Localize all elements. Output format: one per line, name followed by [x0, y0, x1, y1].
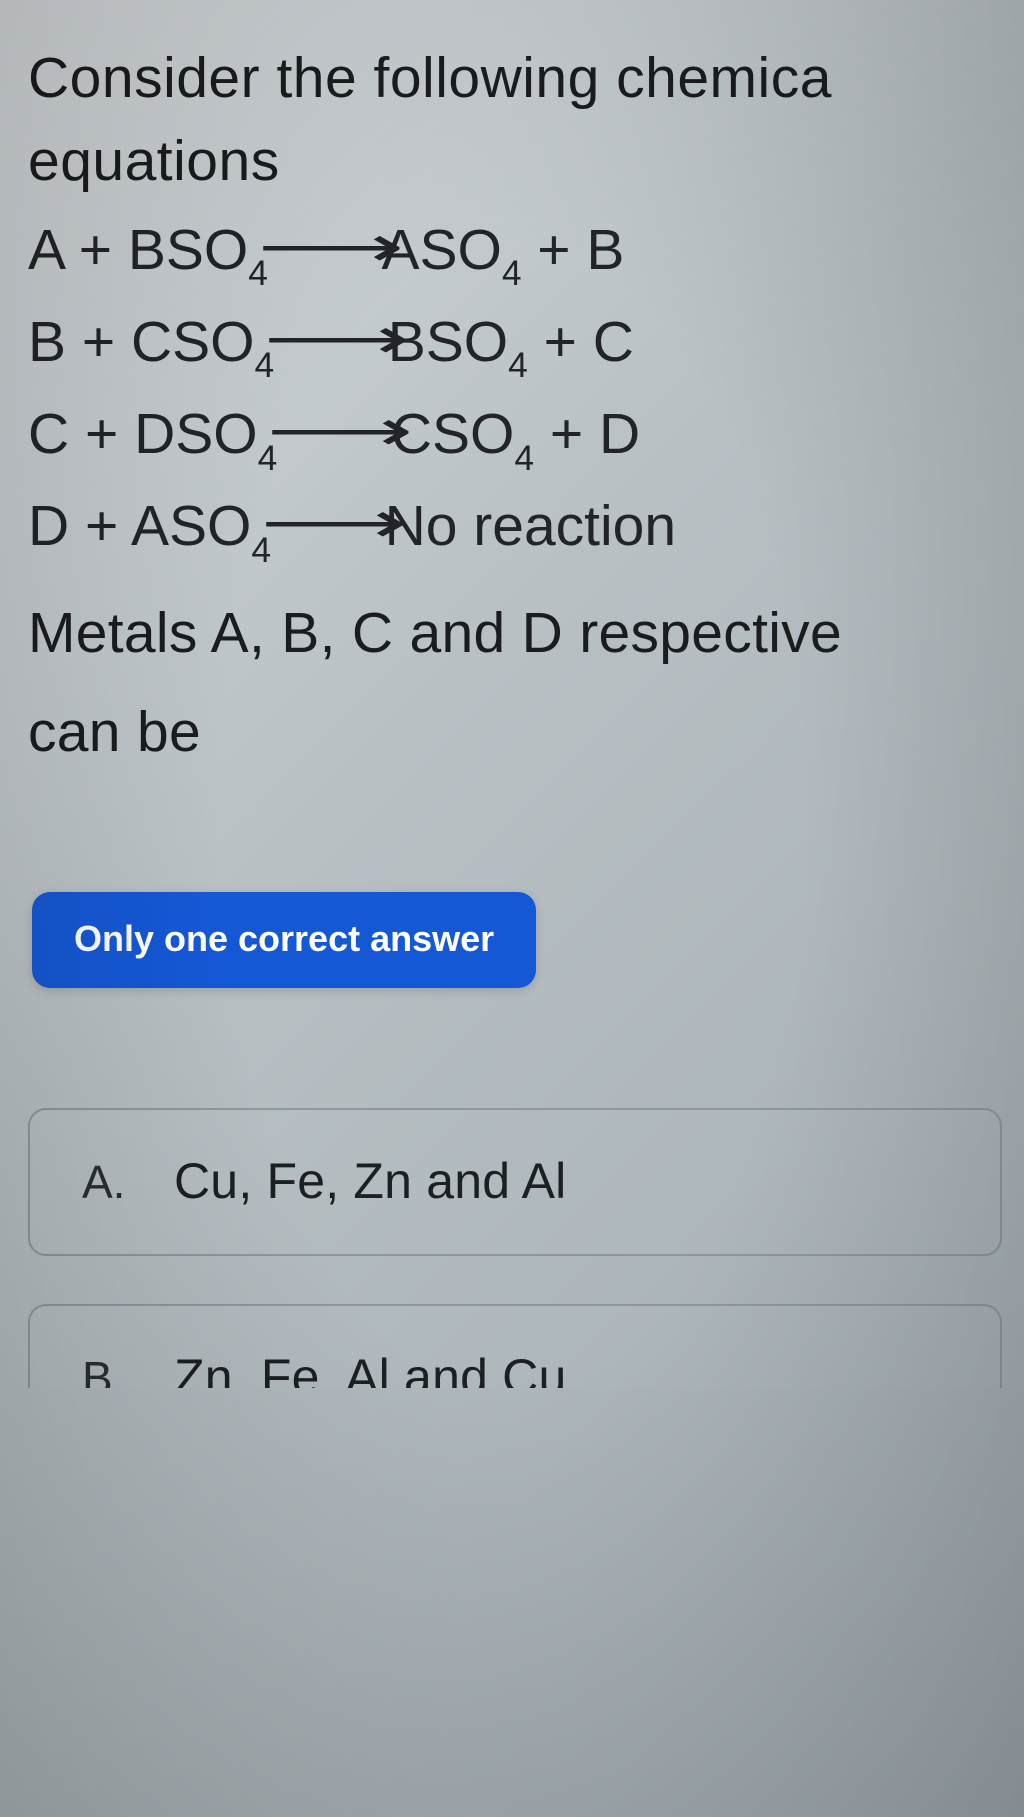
- reaction-arrow-icon: ⟶: [263, 295, 410, 383]
- reaction-arrow-icon: ⟶: [266, 387, 413, 475]
- reaction-arrow-icon: ⟶: [257, 203, 404, 291]
- option-letter: A.: [82, 1155, 130, 1209]
- options-list: A. Cu, Fe, Zn and Al B. Zn, Fe, Al and C…: [28, 1108, 1024, 1388]
- eq4-rhs: No reaction: [385, 494, 677, 558]
- subscript: 4: [502, 254, 522, 293]
- option-letter: B.: [82, 1351, 130, 1388]
- eq1-lhs: A + BSO: [28, 218, 248, 282]
- option-text: Cu, Fe, Zn and Al: [174, 1152, 567, 1210]
- eq2-lhs: B + CSO: [28, 310, 255, 374]
- eq3-lhs: C + DSO: [28, 402, 258, 466]
- question-outro-line2: can be: [28, 692, 1024, 773]
- question-intro-line2: equations: [28, 123, 1024, 200]
- option-text: Zn, Fe, Al and Cu: [174, 1348, 567, 1388]
- eq4-lhs: D + ASO: [28, 494, 251, 558]
- eq2-tail: + C: [528, 310, 634, 374]
- question-intro-line1: Consider the following chemica: [28, 40, 1024, 117]
- question-block: Consider the following chemica equations…: [28, 40, 1024, 772]
- reaction-arrow-icon: ⟶: [260, 479, 407, 567]
- subscript: 4: [514, 439, 534, 478]
- equation-4: D + ASO4 ⟶No reaction: [28, 482, 1024, 574]
- equation-1: A + BSO4 ⟶ASO4 + B: [28, 206, 1024, 298]
- subscript: 4: [508, 346, 528, 385]
- eq3-tail: + D: [534, 402, 640, 466]
- option-a[interactable]: A. Cu, Fe, Zn and Al: [28, 1108, 1002, 1256]
- eq1-tail: + B: [521, 218, 624, 282]
- question-outro-line1: Metals A, B, C and D respective: [28, 593, 1024, 674]
- answer-type-badge: Only one correct answer: [32, 892, 536, 988]
- equation-2: B + CSO4 ⟶BSO4 + C: [28, 298, 1024, 390]
- option-b[interactable]: B. Zn, Fe, Al and Cu: [28, 1304, 1002, 1388]
- equation-3: C + DSO4 ⟶CSO4 + D: [28, 390, 1024, 482]
